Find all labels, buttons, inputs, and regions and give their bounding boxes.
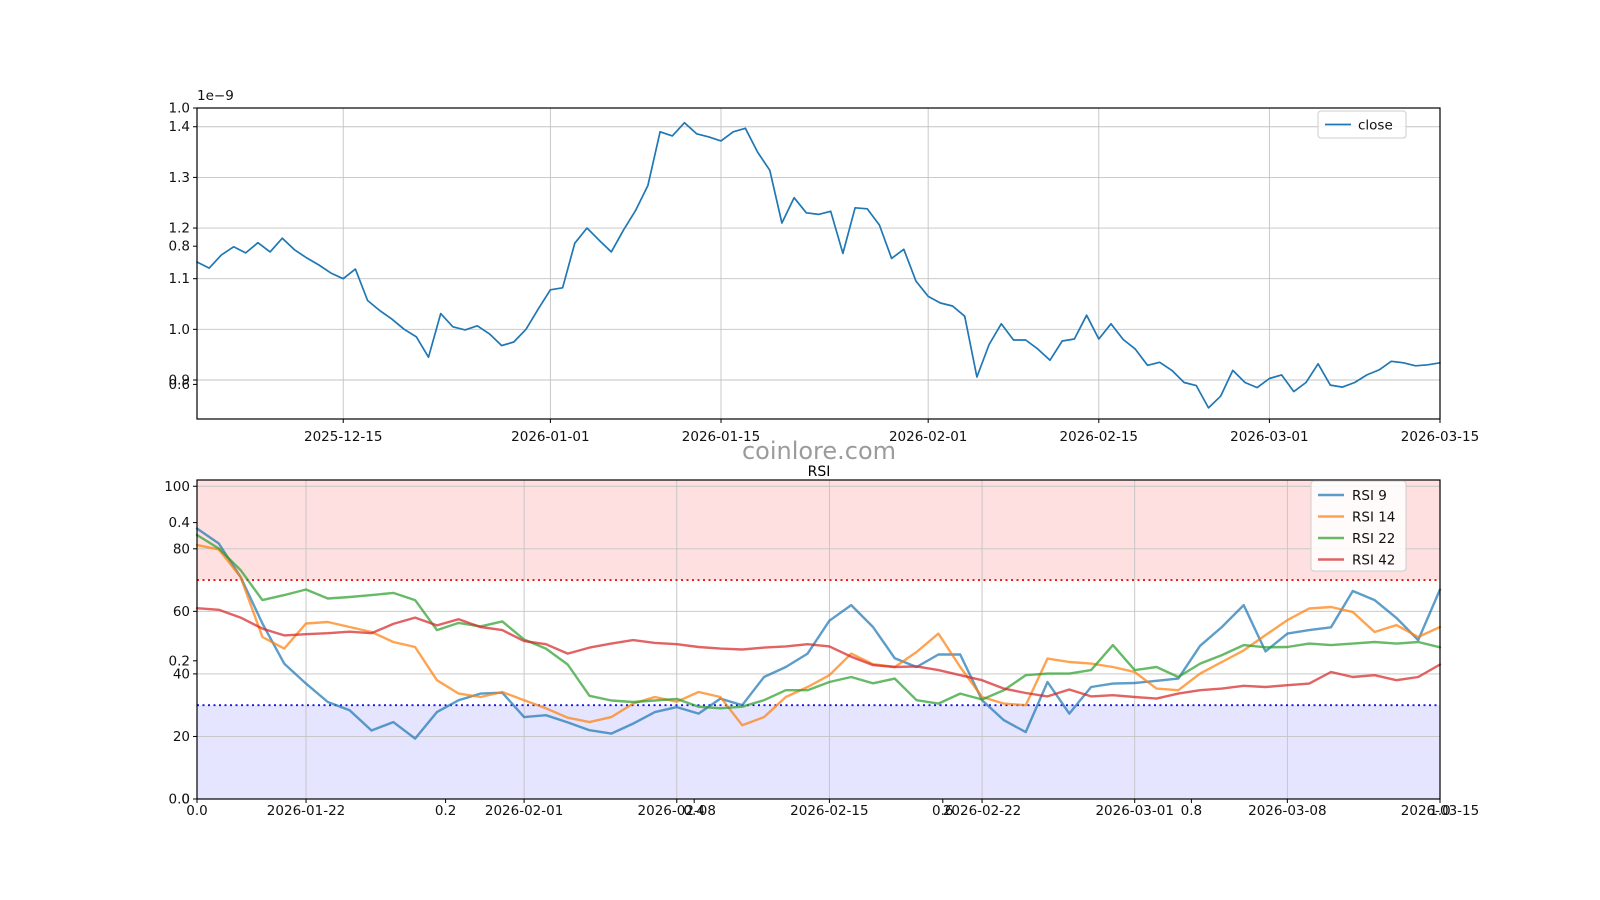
rsi-42-line: [195, 607, 1442, 700]
y-tick-label: 80: [173, 541, 190, 557]
legend-close-box: [1317, 110, 1407, 139]
rsi-9-line: [195, 527, 1442, 740]
x-tick-label: 2026-02-15: [790, 803, 868, 819]
hidden-x-tick-label: 0.4: [683, 803, 704, 819]
x-tick-label: 2026-01-01: [511, 429, 589, 445]
oversold-band: [197, 705, 1440, 799]
legend-rsi9-label: RSI 9: [1352, 488, 1387, 504]
tick-labels: 0.9 1.0 1.1 1.2 1.3 1.4 2025-12-15 2026-01-01 20…: [164, 101, 1479, 820]
axes-spines: [193, 107, 1441, 803]
hidden-x-tick-label: 0.6: [932, 803, 953, 819]
hidden-y-tick-label: 1.0: [169, 101, 190, 117]
watermark: coinlore.com: [742, 437, 896, 465]
hidden-x-tick-label: 1.0: [1429, 803, 1450, 819]
y-tick-label: 0: [181, 792, 190, 808]
x-tick-label: 2026-03-15: [1401, 429, 1479, 445]
legend-rsi22-label: RSI 22: [1352, 531, 1395, 547]
x-tick-label: 2026-03-08: [1248, 803, 1326, 819]
hidden-x-tick-label: 0.8: [1181, 803, 1202, 819]
hidden-y-tick-label: 0.6: [169, 377, 190, 393]
hidden-y-tick-label: 0.2: [169, 653, 190, 669]
y-axis-offset-label: 1e−9: [197, 88, 234, 104]
legend-close: close: [1317, 110, 1407, 139]
x-tick-label: 2026-02-01: [485, 803, 563, 819]
y-tick-label: 1.0: [169, 322, 190, 338]
legend-rsi: RSI 9 RSI 14 RSI 22 RSI 42: [1310, 480, 1407, 572]
x-tick-label: 2026-02-15: [1060, 429, 1138, 445]
rsi-title: RSI: [808, 464, 831, 480]
hidden-x-tick-label: 0.0: [186, 803, 207, 819]
legend-rsi14-label: RSI 14: [1352, 510, 1395, 526]
hidden-y-tick-label: 0.0: [169, 792, 190, 808]
legend-rsi42-label: RSI 42: [1352, 553, 1395, 569]
rsi-14-line: [195, 543, 1442, 727]
x-tick-label: 2026-03-15: [1401, 803, 1479, 819]
rsi-chart-frame: [196, 479, 1441, 800]
y-tick-label: 100: [164, 479, 190, 495]
x-tick-label: 2026-03-01: [1095, 803, 1173, 819]
legend-rsi-box: [1310, 480, 1407, 572]
y-tick-label: 1.4: [169, 119, 190, 135]
y-tick-label: 40: [173, 666, 190, 682]
hidden-y-tick-label: 0.8: [169, 239, 190, 255]
y-tick-label: 1.3: [169, 170, 190, 186]
shaded-bands: [197, 480, 1440, 799]
hidden-y-tick-label: 0.4: [169, 515, 190, 531]
y-tick-label: 1.1: [169, 271, 190, 287]
y-tick-label: 20: [173, 729, 190, 745]
x-tick-label: 2026-01-22: [267, 803, 345, 819]
hidden-x-tick-label: 0.2: [435, 803, 456, 819]
x-tick-label: 2026-02-01: [889, 429, 967, 445]
price-chart-frame: [196, 107, 1441, 420]
rsi-22-line: [195, 533, 1442, 710]
x-tick-label: 2026-02-22: [943, 803, 1021, 819]
close-line: [196, 121, 1441, 409]
y-tick-label: 0.9: [169, 372, 190, 388]
legend-close-label: close: [1358, 118, 1393, 134]
x-tick-label: 2026-02-08: [638, 803, 716, 819]
overbought-band: [197, 480, 1440, 581]
y-tick-label: 60: [173, 604, 190, 620]
x-tick-label: 2026-01-15: [682, 429, 760, 445]
x-tick-label: 2026-03-01: [1230, 429, 1308, 445]
data-series: [195, 121, 1442, 740]
x-tick-label: 2025-12-15: [304, 429, 382, 445]
y-tick-label: 1.2: [169, 221, 190, 237]
